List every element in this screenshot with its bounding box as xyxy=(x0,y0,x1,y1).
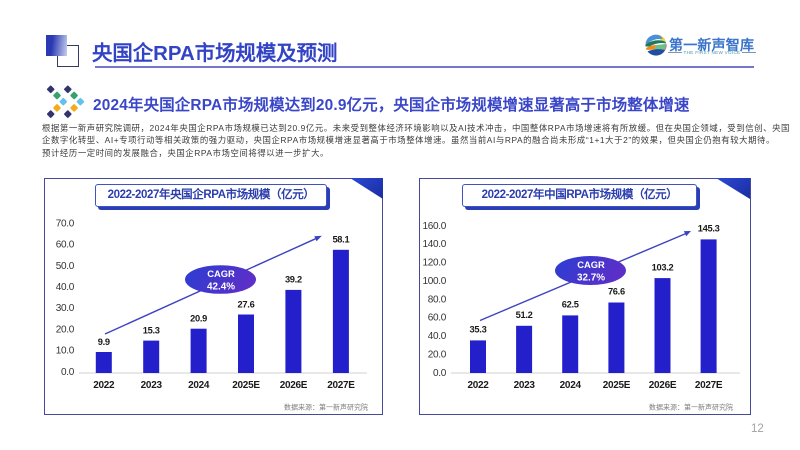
svg-text:40.0: 40.0 xyxy=(428,331,447,342)
svg-text:2022: 2022 xyxy=(93,380,115,391)
svg-text:2026E: 2026E xyxy=(280,380,308,391)
svg-text:2024: 2024 xyxy=(188,380,210,391)
svg-text:103.2: 103.2 xyxy=(652,262,674,272)
svg-text:120.0: 120.0 xyxy=(422,258,446,269)
svg-text:2023: 2023 xyxy=(141,380,163,391)
svg-text:0.0: 0.0 xyxy=(433,368,447,379)
svg-text:145.3: 145.3 xyxy=(698,224,720,234)
svg-text:20.0: 20.0 xyxy=(428,349,447,360)
svg-text:27.6: 27.6 xyxy=(238,299,255,309)
svg-text:160.0: 160.0 xyxy=(422,221,446,232)
svg-text:60.0: 60.0 xyxy=(428,313,447,324)
svg-text:62.5: 62.5 xyxy=(562,300,579,310)
svg-text:39.2: 39.2 xyxy=(285,275,302,285)
svg-text:2027E: 2027E xyxy=(327,380,355,391)
svg-text:2023: 2023 xyxy=(514,380,536,391)
svg-text:51.2: 51.2 xyxy=(516,310,533,320)
svg-text:CAGR: CAGR xyxy=(577,259,605,270)
svg-text:10.0: 10.0 xyxy=(56,346,75,357)
svg-text:32.7%: 32.7% xyxy=(577,273,605,284)
svg-text:60.0: 60.0 xyxy=(56,240,75,251)
svg-text:42.4%: 42.4% xyxy=(207,282,235,293)
svg-text:数据来源：第一新声研究院: 数据来源：第一新声研究院 xyxy=(649,403,733,412)
svg-text:70.0: 70.0 xyxy=(56,218,75,229)
svg-text:2022: 2022 xyxy=(467,380,489,391)
svg-text:76.6: 76.6 xyxy=(608,287,625,297)
svg-text:40.0: 40.0 xyxy=(56,282,75,293)
svg-text:15.3: 15.3 xyxy=(143,325,160,335)
svg-text:2027E: 2027E xyxy=(695,380,723,391)
svg-text:80.0: 80.0 xyxy=(428,294,447,305)
svg-text:0.0: 0.0 xyxy=(61,367,75,378)
svg-text:2025E: 2025E xyxy=(603,380,631,391)
svg-text:CAGR: CAGR xyxy=(207,268,235,279)
svg-text:9.9: 9.9 xyxy=(98,337,110,347)
svg-text:140.0: 140.0 xyxy=(422,239,446,250)
svg-text:数据来源：第一新声研究院: 数据来源：第一新声研究院 xyxy=(284,403,368,412)
svg-text:20.0: 20.0 xyxy=(56,324,75,335)
svg-text:50.0: 50.0 xyxy=(56,261,75,272)
svg-text:2026E: 2026E xyxy=(649,380,677,391)
svg-text:35.3: 35.3 xyxy=(470,325,487,335)
svg-text:2025E: 2025E xyxy=(232,380,260,391)
svg-text:30.0: 30.0 xyxy=(56,303,75,314)
svg-text:2024: 2024 xyxy=(560,380,582,391)
svg-text:100.0: 100.0 xyxy=(422,276,446,287)
svg-text:20.9: 20.9 xyxy=(190,314,207,324)
svg-text:58.1: 58.1 xyxy=(332,235,349,245)
